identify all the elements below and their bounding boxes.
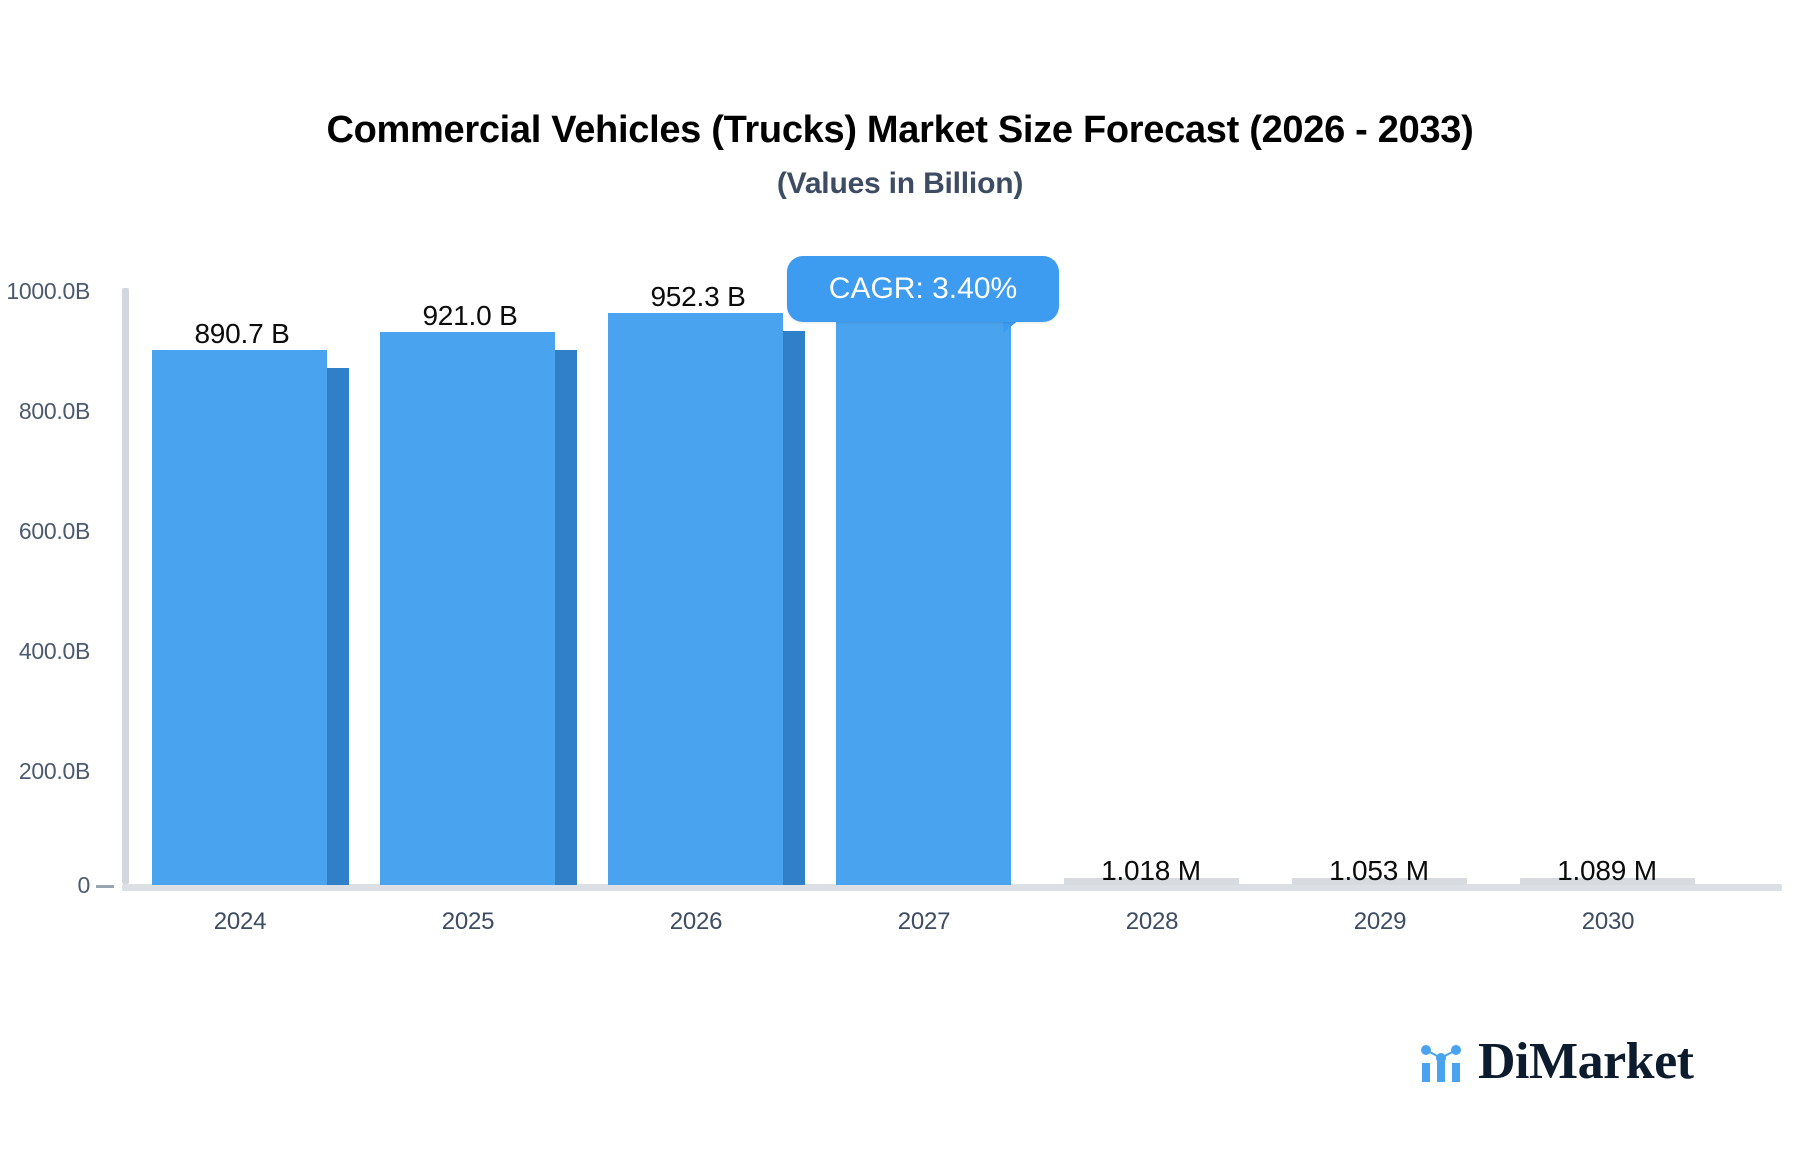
x-tick-label-2030: 2030 bbox=[1581, 908, 1635, 935]
y-tick-label-600: 600.0B bbox=[18, 518, 90, 544]
x-tick-label-2029: 2029 bbox=[1353, 908, 1407, 935]
bar-2028[interactable] bbox=[1064, 878, 1239, 885]
chart-header: Commercial Vehicles (Trucks) Market Size… bbox=[0, 108, 1800, 202]
x-tick-label-2025: 2025 bbox=[441, 908, 495, 935]
value-label-2024: 890.7 B bbox=[194, 318, 290, 349]
bar-2024-side-face bbox=[327, 368, 349, 885]
value-label-2028: 1.018 M bbox=[1101, 855, 1201, 886]
y-axis-line bbox=[122, 288, 129, 884]
y-tick-label-400: 400.0B bbox=[18, 638, 90, 664]
x-tick-label-2026: 2026 bbox=[669, 908, 723, 935]
page-title: Commercial Vehicles (Trucks) Market Size… bbox=[326, 109, 1474, 151]
brand-logo: DiMarket bbox=[1418, 1033, 1694, 1090]
logo-wordmark: DiMarket bbox=[1478, 1033, 1694, 1090]
value-label-2030: 1.089 M bbox=[1557, 855, 1657, 886]
bar-2024[interactable] bbox=[152, 350, 327, 885]
x-tick-label-2028: 2028 bbox=[1125, 908, 1179, 935]
bar-2025-side-face bbox=[555, 350, 577, 885]
bar-2026[interactable] bbox=[608, 313, 783, 885]
bar-2025[interactable] bbox=[380, 332, 555, 885]
y-tick-label-200: 200.0B bbox=[18, 758, 90, 784]
y-tick-label-1000: 1000.0B bbox=[6, 278, 90, 304]
x-axis-line bbox=[122, 884, 1782, 891]
bar-2026-side-face bbox=[783, 331, 805, 885]
chart-subtitle: (Values in Billion) bbox=[776, 166, 1024, 200]
value-label-2025: 921.0 B bbox=[422, 300, 518, 331]
value-label-2029: 1.053 M bbox=[1329, 855, 1429, 886]
bar-2030[interactable] bbox=[1520, 878, 1695, 885]
cagr-badge-label: CAGR: 3.40% bbox=[828, 272, 1018, 305]
bar-2029[interactable] bbox=[1292, 878, 1467, 885]
bar-2027[interactable] bbox=[836, 295, 1011, 885]
y-tick-dash-0 bbox=[96, 885, 114, 888]
y-tick-label-800: 800.0B bbox=[18, 398, 90, 424]
bar-chart-icon bbox=[1418, 1039, 1464, 1085]
y-tick-label-0: 0 bbox=[77, 872, 91, 898]
value-label-2026: 952.3 B bbox=[650, 281, 746, 312]
x-tick-label-2024: 2024 bbox=[213, 908, 267, 935]
x-tick-label-2027: 2027 bbox=[897, 908, 951, 935]
cagr-badge[interactable]: CAGR: 3.40% bbox=[787, 256, 1059, 322]
